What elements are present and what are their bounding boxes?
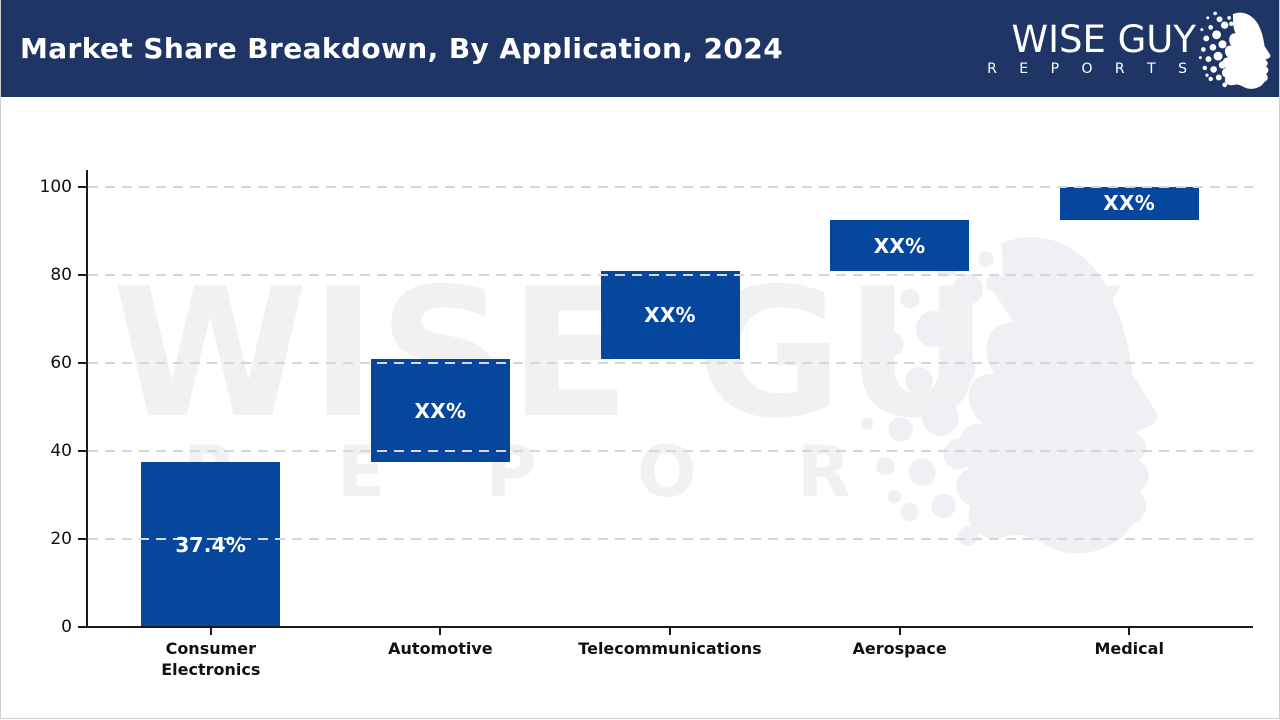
chart-title: Market Share Breakdown, By Application, … [20,32,784,65]
logo-face-icon [1198,9,1272,90]
x-tick-label-line: Automotive [388,639,493,658]
x-tick-label: Aerospace [852,639,946,660]
x-tick-label-line: Aerospace [852,639,947,658]
y-tick-label: 40 [50,441,72,461]
x-tick-mark [439,628,442,635]
x-tick-mark [209,628,212,635]
x-tick-mark [1128,628,1131,635]
y-tick-mark [78,450,86,452]
grid-line [88,538,1253,540]
x-tick-label: Telecommunications [578,639,761,660]
y-tick-mark [78,362,86,364]
y-tick-mark [78,626,86,628]
x-tick-label-line: Telecommunications [578,639,762,658]
bar [1059,187,1199,220]
x-tick-mark [898,628,901,635]
bar [600,271,740,360]
bar-value-label: XX% [414,398,467,423]
x-tick-label-line: Consumer [165,639,257,658]
bar [370,359,510,463]
bar-value-label: XX% [1103,191,1156,216]
logo-text: WISE GUY R E P O R T S [982,18,1196,77]
y-tick-label: 60 [50,353,72,373]
x-tick-label-line: Electronics [161,659,261,679]
y-tick-mark [78,274,86,276]
x-tick-label: Consumer Electronics [161,639,260,681]
grid-line [88,450,1253,452]
bar [830,219,970,272]
grid-line [88,274,1253,276]
bar-value-label: XX% [873,233,926,258]
y-tick-mark [78,186,86,188]
wise-guy-reports-logo: WISE GUY R E P O R T S [982,7,1272,91]
bar-value-label: 37.4% [175,532,247,557]
x-tick-mark [669,628,671,635]
y-tick-label: 0 [61,617,72,637]
x-tick-label: Automotive [388,639,493,660]
x-tick-label-line: Medical [1094,639,1164,658]
grid-line [88,186,1253,188]
grid-line [88,362,1253,364]
x-axis-spine [86,626,1253,628]
y-tick-label: 80 [50,265,72,285]
logo-subtext: R E P O R T S [987,60,1196,77]
y-tick-mark [78,538,86,540]
x-tick-label: Medical [1094,639,1163,660]
y-tick-label: 100 [39,177,72,197]
logo-wordmark: WISE GUY [1011,18,1196,62]
header-bar: Market Share Breakdown, By Application, … [0,0,1280,97]
bar [141,462,281,627]
y-axis-spine [86,170,88,628]
bar-value-label: XX% [644,303,696,328]
y-tick-label: 20 [50,529,72,549]
